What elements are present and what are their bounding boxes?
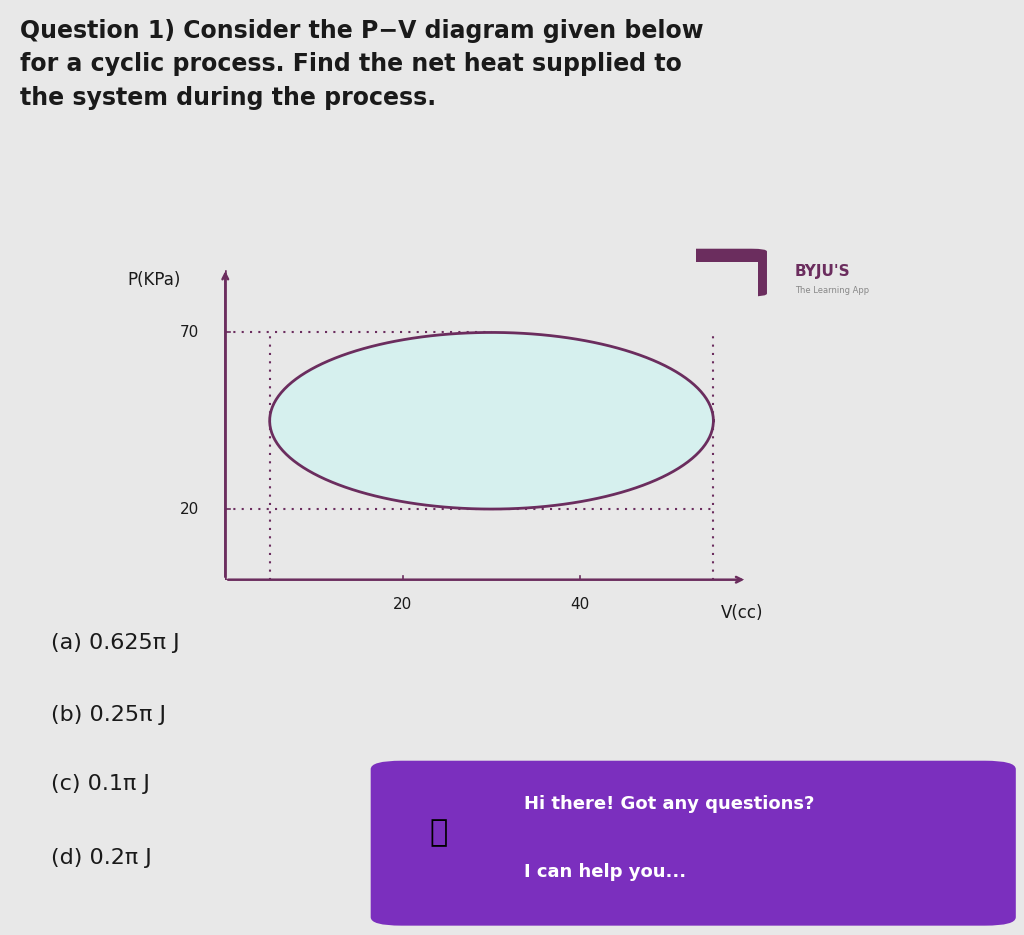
FancyBboxPatch shape [681, 249, 767, 296]
Text: I can help you...: I can help you... [524, 863, 686, 881]
Text: (a) 0.625π J: (a) 0.625π J [51, 633, 180, 653]
Text: 20: 20 [179, 501, 199, 516]
Text: 70: 70 [179, 325, 199, 340]
Text: (c) 0.1π J: (c) 0.1π J [51, 773, 151, 794]
FancyBboxPatch shape [371, 761, 1016, 926]
Text: The Learning App: The Learning App [795, 286, 868, 295]
Text: P(KPa): P(KPa) [128, 271, 181, 289]
Text: B: B [718, 264, 730, 279]
Text: 20: 20 [393, 597, 413, 612]
Text: (d) 0.2π J: (d) 0.2π J [51, 848, 152, 869]
Polygon shape [269, 333, 714, 509]
Text: (b) 0.25π J: (b) 0.25π J [51, 705, 166, 725]
Text: Hi there! Got any questions?: Hi there! Got any questions? [524, 796, 815, 813]
Text: BYJU'S: BYJU'S [795, 264, 850, 279]
Text: 40: 40 [570, 597, 590, 612]
Text: Question 1) Consider the P−V diagram given below
for a cyclic process. Find the : Question 1) Consider the P−V diagram giv… [20, 19, 705, 109]
Text: V(cc): V(cc) [721, 604, 763, 623]
Text: 👋: 👋 [429, 818, 447, 848]
